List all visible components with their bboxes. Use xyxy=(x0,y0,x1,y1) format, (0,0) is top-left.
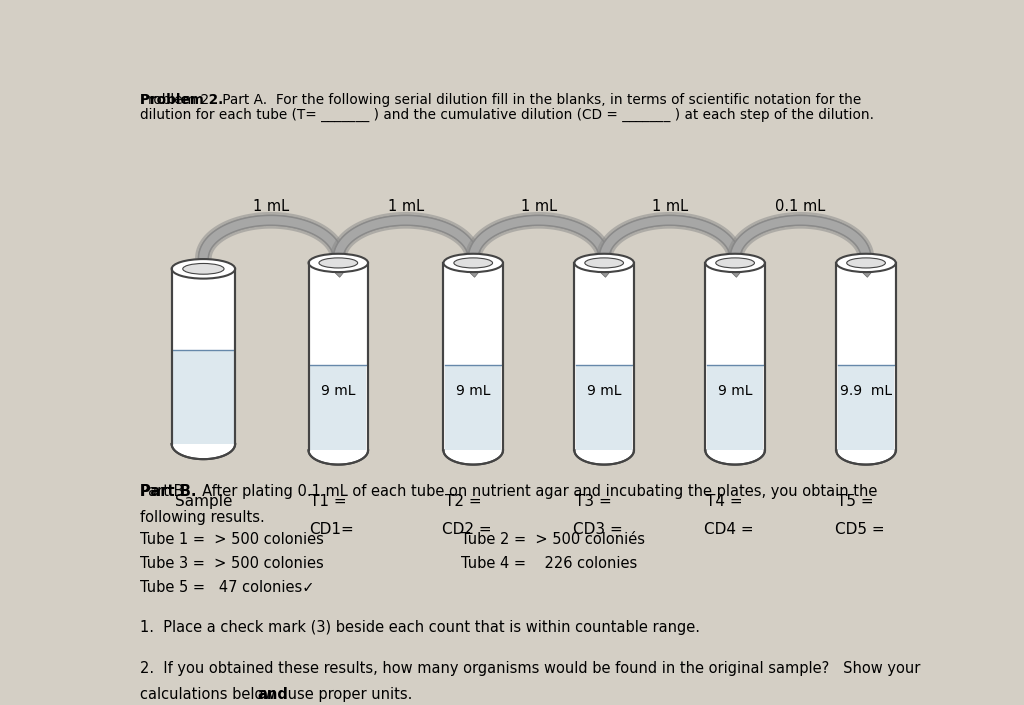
Text: dilution for each tube (T= _______ ) and the cumulative dilution (CD = _______ ): dilution for each tube (T= _______ ) and… xyxy=(140,107,873,121)
Text: use proper units.: use proper units. xyxy=(283,687,412,702)
Ellipse shape xyxy=(585,258,624,268)
Bar xyxy=(308,263,368,450)
Ellipse shape xyxy=(716,258,755,268)
Ellipse shape xyxy=(443,436,503,465)
Text: Problem 2.  Part A.  For the following serial dilution fill in the blanks, in te: Problem 2. Part A. For the following ser… xyxy=(140,93,861,106)
Text: Part B.   After plating 0.1 mL of each tube on nutrient agar and incubating the : Part B. After plating 0.1 mL of each tub… xyxy=(140,484,878,498)
Bar xyxy=(837,263,896,450)
Text: T5 =: T5 = xyxy=(838,494,879,510)
Text: CD4 =: CD4 = xyxy=(703,522,754,537)
Bar xyxy=(173,350,233,444)
Text: 1.  Place a check mark (3) beside each count that is within countable range.: 1. Place a check mark (3) beside each co… xyxy=(140,620,700,635)
Text: Tube 2 =  > 500 coloniés: Tube 2 = > 500 coloniés xyxy=(461,532,645,548)
Bar xyxy=(443,263,503,450)
Text: 9 mL: 9 mL xyxy=(587,384,622,398)
Ellipse shape xyxy=(837,436,896,465)
Text: and: and xyxy=(257,687,288,702)
Ellipse shape xyxy=(574,436,634,465)
Bar xyxy=(574,263,634,450)
Ellipse shape xyxy=(172,429,236,459)
Text: T1 =: T1 = xyxy=(309,494,351,510)
Text: 1 mL: 1 mL xyxy=(651,199,688,214)
Text: 9 mL: 9 mL xyxy=(322,384,355,398)
Ellipse shape xyxy=(172,259,236,278)
Text: calculations below: calculations below xyxy=(140,687,280,702)
Ellipse shape xyxy=(443,254,503,272)
Polygon shape xyxy=(718,258,753,277)
Text: T4 =: T4 = xyxy=(707,494,748,510)
Text: Tube 1 =  > 500 colonies: Tube 1 = > 500 colonies xyxy=(140,532,324,548)
Polygon shape xyxy=(456,258,490,277)
Text: CD5 =: CD5 = xyxy=(835,522,885,537)
Text: T2 =: T2 = xyxy=(444,494,486,510)
Text: Problem 2.: Problem 2. xyxy=(140,93,223,106)
Text: Part B.: Part B. xyxy=(140,484,197,498)
Bar xyxy=(707,365,763,450)
Text: CD3 =: CD3 = xyxy=(573,522,623,537)
Polygon shape xyxy=(849,258,884,277)
Text: 2.  If you obtained these results, how many organisms would be found in the orig: 2. If you obtained these results, how ma… xyxy=(140,661,921,676)
Ellipse shape xyxy=(706,254,765,272)
Ellipse shape xyxy=(706,436,765,465)
Text: 9.9  mL: 9.9 mL xyxy=(840,384,892,398)
Ellipse shape xyxy=(318,258,357,268)
Text: 1 mL: 1 mL xyxy=(388,199,424,214)
Bar xyxy=(445,365,502,450)
Text: T3 =: T3 = xyxy=(575,494,617,510)
Bar xyxy=(575,365,633,450)
Bar xyxy=(172,269,236,444)
Ellipse shape xyxy=(574,254,634,272)
Text: Tube 4 =    226 colonies: Tube 4 = 226 colonies xyxy=(461,556,638,571)
Ellipse shape xyxy=(454,258,493,268)
Text: 9 mL: 9 mL xyxy=(718,384,753,398)
Ellipse shape xyxy=(837,254,896,272)
Bar xyxy=(706,263,765,450)
Text: Tube 5 =   47 colonies✓: Tube 5 = 47 colonies✓ xyxy=(140,580,314,595)
Ellipse shape xyxy=(308,254,368,272)
Bar xyxy=(310,365,367,450)
Text: 9 mL: 9 mL xyxy=(456,384,490,398)
Text: following results.: following results. xyxy=(140,510,264,525)
Ellipse shape xyxy=(182,264,224,274)
Ellipse shape xyxy=(847,258,886,268)
Text: Tube 3 =  > 500 colonies: Tube 3 = > 500 colonies xyxy=(140,556,324,571)
Text: CD1=: CD1= xyxy=(309,522,354,537)
Text: CD2 =: CD2 = xyxy=(442,522,492,537)
Text: 1 mL: 1 mL xyxy=(520,199,557,214)
Polygon shape xyxy=(321,258,355,277)
Ellipse shape xyxy=(308,436,368,465)
Text: 0.1 mL: 0.1 mL xyxy=(775,199,825,214)
Polygon shape xyxy=(587,258,622,277)
Text: Sample: Sample xyxy=(175,494,232,510)
Text: 1 mL: 1 mL xyxy=(253,199,289,214)
Bar xyxy=(838,365,894,450)
